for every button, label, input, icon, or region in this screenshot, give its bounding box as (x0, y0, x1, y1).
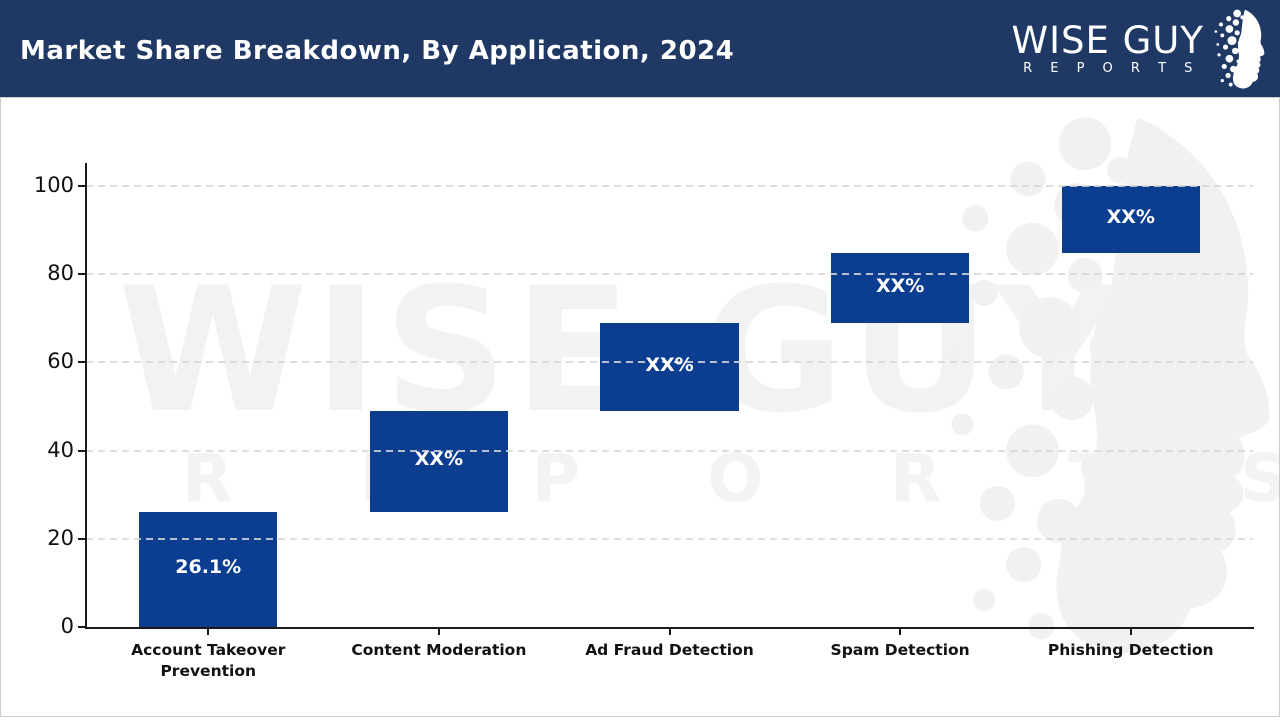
x-tick-3 (668, 629, 671, 635)
wiseguy-logo-text: WISE GUY R E P O R T S (1011, 18, 1204, 77)
bar-value-label: XX% (875, 274, 925, 297)
x-category-label: Account Takeover Prevention (131, 641, 286, 680)
logo-reports-label: R E P O R T S (1023, 61, 1200, 77)
bar-4 (830, 252, 970, 323)
x-category-label: Content Moderation (351, 641, 527, 659)
bar-value-label: XX% (645, 353, 694, 376)
y-tick-80 (78, 273, 85, 276)
x-category-label: Ad Fraud Detection (585, 641, 754, 659)
y-tick-label-20: 20 (47, 525, 74, 550)
bar-3 (600, 322, 739, 411)
gridline-100 (86, 184, 1253, 187)
gridline-40 (86, 449, 1253, 452)
bar-value-label: XX% (414, 448, 464, 471)
header-bar: Market Share Breakdown, By Application, … (0, 0, 1280, 97)
gridline-80 (86, 273, 1253, 276)
x-tick-5 (1129, 629, 1132, 635)
bar-1 (139, 511, 278, 627)
gridline-20 (86, 537, 1253, 540)
bar-value-label: 26.1% (175, 556, 242, 579)
y-tick-label-100: 100 (33, 172, 74, 197)
x-category-label: Phishing Detection (1047, 641, 1214, 659)
wiseguy-logo: WISE GUY R E P O R T S (1012, 6, 1266, 92)
y-tick-40 (78, 449, 85, 452)
y-tick-0 (78, 626, 85, 628)
bar-5 (1061, 185, 1200, 253)
x-tick-1 (207, 629, 210, 635)
logo-wiseguy-label: WISE GUY (1011, 18, 1204, 62)
y-tick-label-40: 40 (47, 437, 74, 462)
face-dots-icon (1214, 9, 1265, 89)
y-tick-label-60: 60 (47, 349, 74, 374)
x-tick-2 (437, 629, 440, 635)
y-tick-60 (78, 361, 85, 364)
y-tick-label-0: 0 (60, 614, 74, 638)
x-axis (85, 627, 1254, 629)
x-tick-4 (899, 629, 902, 635)
y-tick-20 (78, 537, 85, 540)
bar-2 (369, 410, 509, 512)
bar-value-label: XX% (1106, 206, 1155, 229)
gridline-60 (86, 361, 1253, 364)
y-axis (85, 163, 87, 629)
y-tick-100 (78, 184, 85, 187)
page-title: Market Share Breakdown, By Application, … (20, 36, 735, 66)
y-tick-label-80: 80 (47, 261, 74, 286)
x-category-label: Spam Detection (830, 641, 970, 659)
